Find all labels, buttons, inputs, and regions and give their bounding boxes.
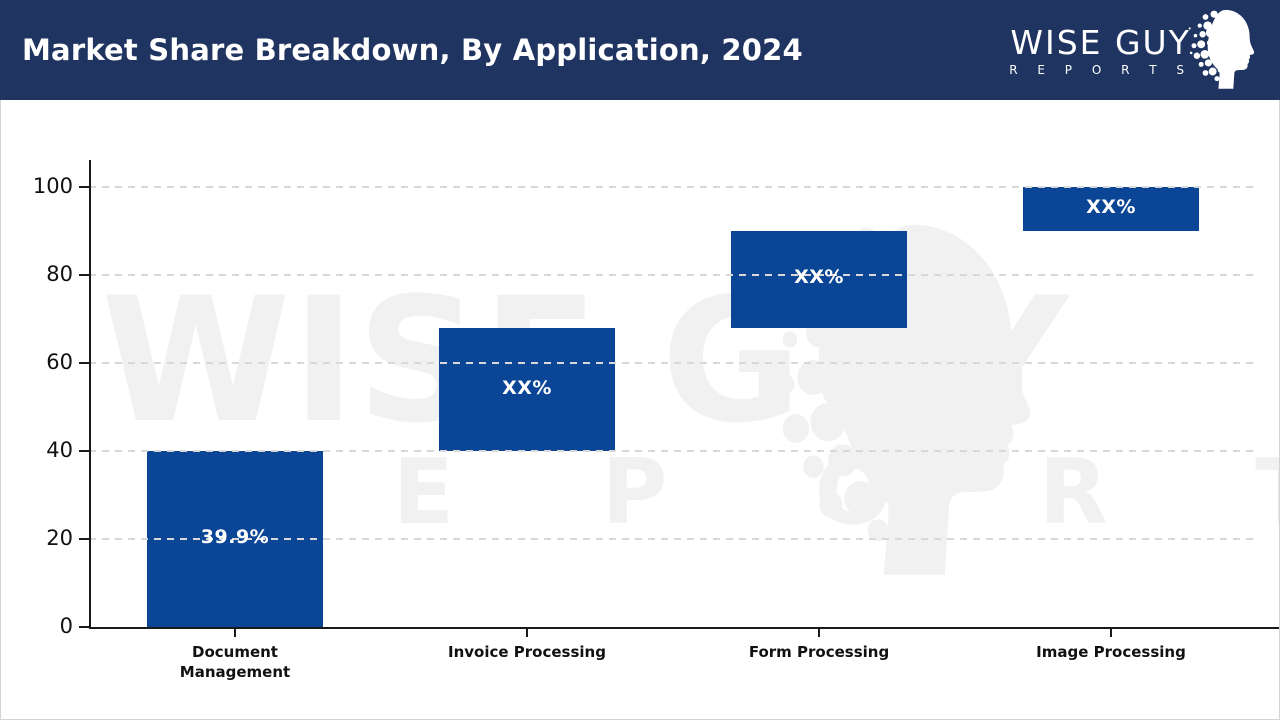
y-tick-mark [79,626,89,628]
x-tick-mark [526,628,528,637]
bar [731,231,907,328]
bar-value-label: XX% [794,266,844,289]
y-axis-line [89,160,91,629]
y-tick-label: 100 [32,174,73,198]
y-tick-label: 0 [59,614,73,638]
chart-canvas: WISE GUY R E P O R T S 02040608010039.9%… [0,100,1280,720]
y-tick-mark [79,274,89,276]
y-tick-label: 60 [46,350,73,374]
logo-subtext: R E P O R T S [1009,63,1192,77]
plot-area: 0 20 40 60 80 100 39.9% Document Management XX% I… [1,100,1279,719]
y-tick-mark [79,186,89,188]
page-title: Market Share Breakdown, By Application, … [22,33,803,67]
bar [1023,187,1199,231]
x-tick-label: Document Management [179,643,291,682]
x-tick-label: Image Processing [1036,643,1186,661]
y-tick-label: 20 [46,526,73,550]
x-tick-mark [818,628,820,637]
gridline [89,274,1257,276]
x-tick-mark [234,628,236,637]
gridline [89,186,1257,188]
wiseguy-logo-text: WISE GUY R E P O R T S [1009,23,1192,77]
y-tick-label: 80 [46,262,73,286]
y-tick-mark [79,538,89,540]
wiseguy-head-icon [1188,9,1255,89]
gridline [89,450,1257,452]
gridline [89,538,1257,540]
header-banner: Market Share Breakdown, By Application, … [0,0,1280,100]
watermark-subtext: R E P O R T S [176,440,1279,545]
y-tick-mark [79,450,89,452]
x-tick-label: Invoice Processing [448,643,606,661]
wiseguy-logo: WISE GUY R E P O R T S [1009,6,1270,94]
x-tick-mark [1110,628,1112,637]
logo-wordmark: WISE GUY [1010,23,1191,62]
gridline [89,362,1257,364]
y-tick-label: 40 [46,438,73,462]
bar-value-label: XX% [502,376,552,399]
bar-value-label: 39.9% [200,526,270,549]
y-tick-mark [79,362,89,364]
bar-value-label: XX% [1086,196,1136,218]
bar [439,327,615,452]
x-axis-line [89,627,1279,629]
x-tick-label: Form Processing [748,643,890,661]
